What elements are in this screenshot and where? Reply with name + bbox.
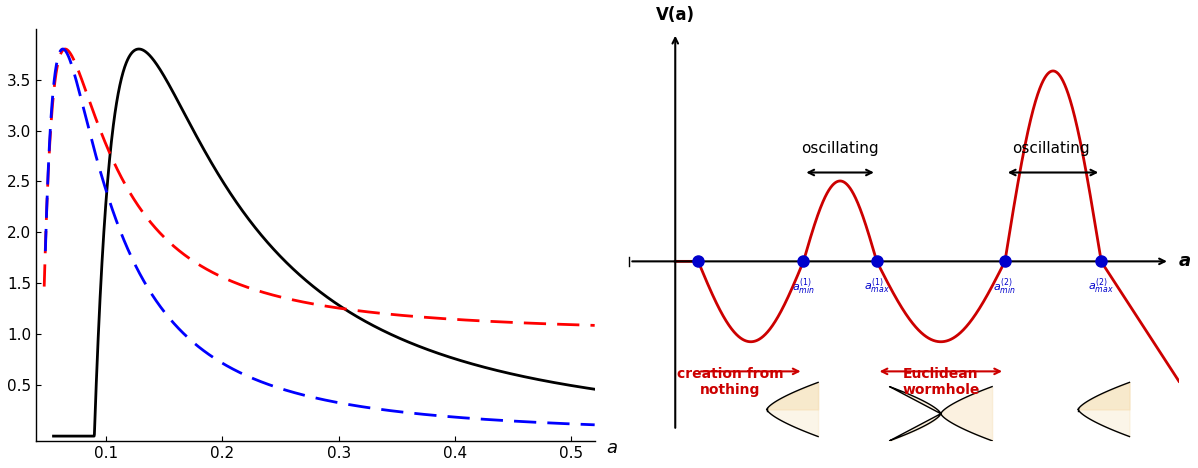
Text: creation from
nothing: creation from nothing [677,367,783,397]
Text: $a_{min}^{(1)}$: $a_{min}^{(1)}$ [792,276,815,297]
Text: $a_{min}^{(2)}$: $a_{min}^{(2)}$ [993,276,1016,297]
Text: V(a): V(a) [655,7,695,24]
Text: oscillating: oscillating [1012,140,1089,155]
Text: a: a [1179,252,1191,271]
Text: $a_{max}^{(1)}$: $a_{max}^{(1)}$ [864,276,890,296]
Text: oscillating: oscillating [801,140,879,155]
Text: $a_{max}^{(2)}$: $a_{max}^{(2)}$ [1088,276,1114,296]
Text: Euclidean
wormhole: Euclidean wormhole [902,367,980,397]
Text: a: a [606,439,618,457]
